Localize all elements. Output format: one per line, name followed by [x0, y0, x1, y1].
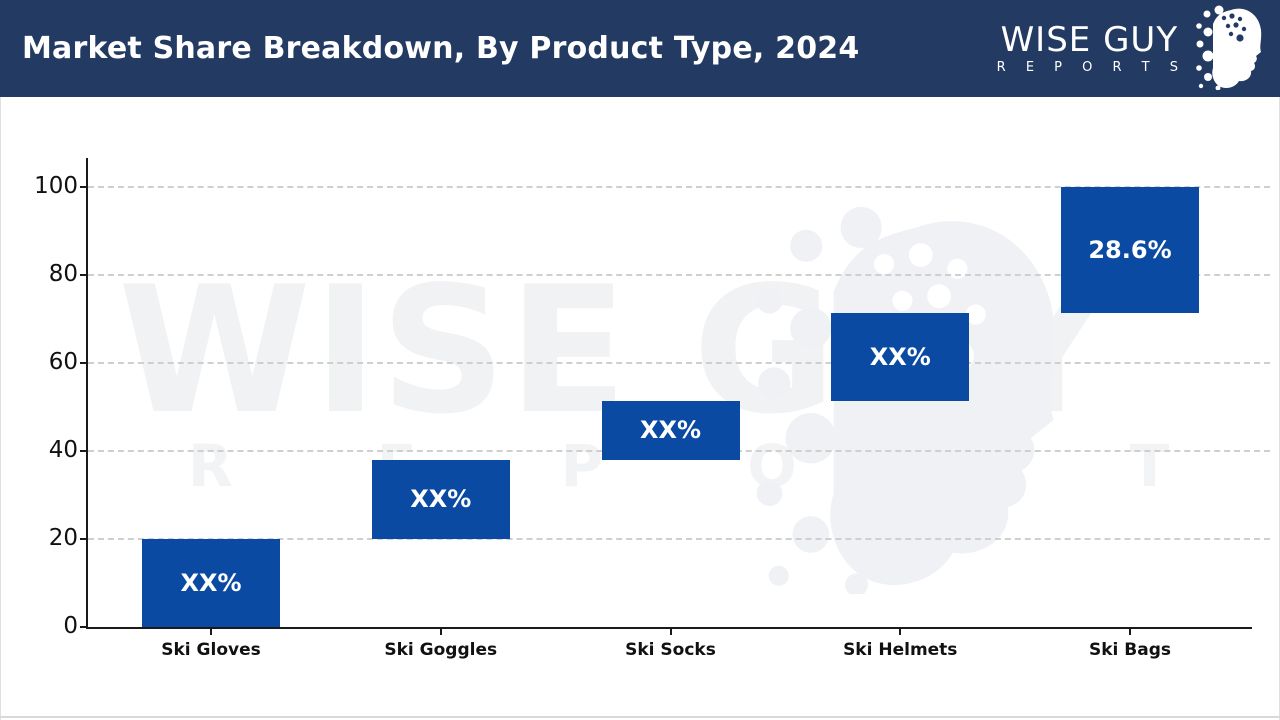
logo-subtext: R E P O R T S: [996, 60, 1186, 75]
gridline-20: [88, 538, 1270, 540]
x-tick-ski-goggles: [439, 629, 442, 635]
x-tick-label-ski-gloves: Ski Gloves: [161, 640, 261, 660]
bar-ski-socks: XX%: [601, 400, 740, 460]
wiseguy-face-icon: [1192, 4, 1266, 94]
y-tick-100: [80, 186, 88, 188]
y-tick-label-40: 40: [48, 437, 78, 463]
x-tick-ski-helmets: [899, 629, 902, 635]
x-tick-label-ski-helmets: Ski Helmets: [843, 640, 958, 660]
wiseguy-logo: WISE GUY R E P O R T S: [993, 4, 1280, 94]
y-tick-40: [80, 450, 88, 452]
bar-ski-helmets: XX%: [831, 312, 970, 401]
bar-ski-bags: 28.6%: [1061, 187, 1199, 313]
y-tick-label-60: 60: [48, 349, 78, 375]
gridline-60: [88, 362, 1270, 364]
x-tick-label-ski-goggles: Ski Goggles: [384, 640, 498, 660]
bar-value-label-ski-bags: 28.6%: [1088, 235, 1172, 264]
wiseguy-logo-text: WISE GUY R E P O R T S: [993, 22, 1186, 75]
logo-wordmark: WISE GUY: [1000, 20, 1179, 60]
x-tick-ski-socks: [669, 629, 672, 635]
bar-value-label-ski-gloves: XX%: [180, 569, 242, 597]
y-tick-label-20: 20: [48, 525, 78, 551]
x-tick-ski-bags: [1129, 629, 1131, 635]
bar-value-label-ski-helmets: XX%: [869, 342, 931, 371]
page-title: Market Share Breakdown, By Product Type,…: [22, 31, 860, 66]
x-axis-line: [86, 627, 1252, 629]
y-tick-0: [80, 626, 88, 628]
frame-border-bottom: [0, 716, 1280, 718]
y-tick-20: [80, 538, 88, 540]
bar-ski-gloves: XX%: [142, 539, 280, 627]
gridline-80: [88, 274, 1270, 276]
x-tick-ski-gloves: [210, 629, 212, 635]
bar-value-label-ski-socks: XX%: [639, 416, 702, 445]
gridline-100: [88, 186, 1270, 188]
y-tick-label-80: 80: [48, 261, 78, 287]
y-axis-line: [86, 158, 88, 629]
frame-border-left: [0, 97, 1, 720]
bar-ski-goggles: XX%: [371, 459, 510, 539]
x-tick-label-ski-socks: Ski Socks: [625, 640, 716, 660]
y-tick-60: [80, 362, 88, 364]
x-tick-label-ski-bags: Ski Bags: [1088, 640, 1171, 660]
y-tick-80: [80, 274, 88, 276]
header-bar: Market Share Breakdown, By Product Type,…: [0, 0, 1280, 97]
y-tick-label-100: 100: [34, 173, 78, 199]
bar-value-label-ski-goggles: XX%: [410, 485, 472, 514]
y-tick-label-0: 0: [63, 613, 78, 639]
